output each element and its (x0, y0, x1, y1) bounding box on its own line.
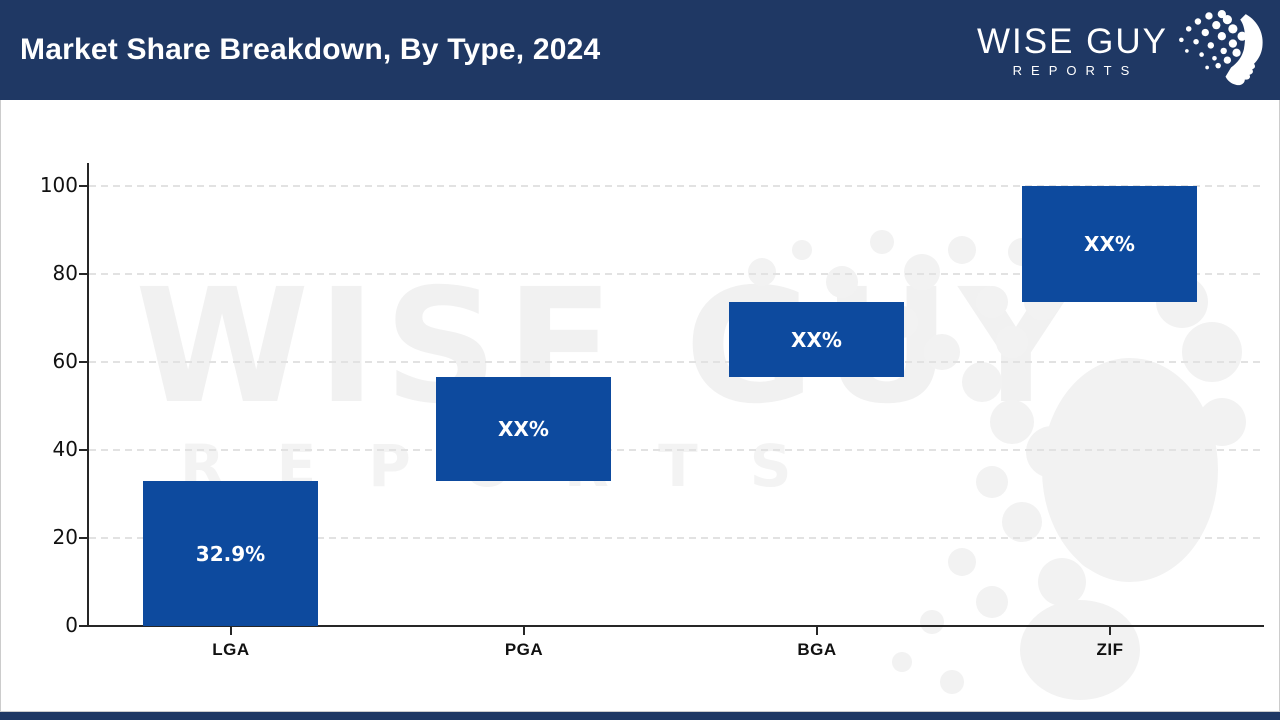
y-axis-tick (79, 537, 87, 539)
bar-value-label: 32.9% (195, 541, 266, 566)
bar-lga: 32.9% (143, 481, 318, 626)
y-axis-tick (79, 449, 87, 451)
x-axis-tick (815, 627, 818, 635)
wise-guy-reports-logo: WISE GUY REPORTS (977, 0, 1266, 100)
bar-pga: XX% (436, 376, 611, 482)
gridline-y-40 (89, 449, 1262, 451)
bar-value-label: XX% (498, 417, 549, 442)
gridline-y-20 (89, 537, 1262, 539)
gridline-y-80 (89, 273, 1262, 275)
y-axis-tick (79, 273, 87, 275)
x-axis-line (86, 625, 1264, 627)
logo-text: WISE GUY REPORTS (976, 21, 1168, 78)
y-axis-tick-label: 60 (52, 349, 78, 373)
page-title: Market Share Breakdown, By Type, 2024 (20, 33, 601, 66)
dotted-head-profile-icon (1179, 9, 1263, 86)
logo-sub-wordmark: REPORTS (1012, 62, 1139, 78)
x-axis-category-label: PGA (504, 640, 544, 659)
y-axis-tick-label: 0 (65, 613, 78, 637)
logo-wordmark: WISE GUY (976, 21, 1168, 61)
y-axis-tick (79, 185, 87, 187)
x-axis-tick (1108, 627, 1111, 635)
y-axis-tick (79, 361, 87, 363)
gridline-y-100 (89, 185, 1262, 187)
y-axis-line (87, 163, 89, 627)
y-axis-tick-label: 20 (52, 525, 78, 549)
y-axis-tick-label: 100 (39, 173, 78, 197)
x-axis-category-label: ZIF (1096, 640, 1124, 659)
y-axis-tick-label: 40 (52, 437, 78, 461)
y-axis-tick (79, 625, 87, 627)
bar-value-label: XX% (1084, 232, 1135, 257)
header-bar: Market Share Breakdown, By Type, 2024 WI… (0, 0, 1280, 100)
x-axis-category-label: BGA (797, 640, 837, 659)
x-axis-tick (229, 627, 232, 635)
gridline-y-60 (89, 361, 1262, 363)
x-axis-category-label: LGA (212, 640, 250, 659)
bar-value-label: XX% (791, 327, 842, 352)
x-axis-tick (522, 627, 525, 635)
bar-zif: XX% (1022, 186, 1197, 303)
y-axis-tick-label: 80 (52, 261, 78, 285)
bar-bga: XX% (729, 302, 904, 377)
footer-bar (0, 712, 1280, 720)
